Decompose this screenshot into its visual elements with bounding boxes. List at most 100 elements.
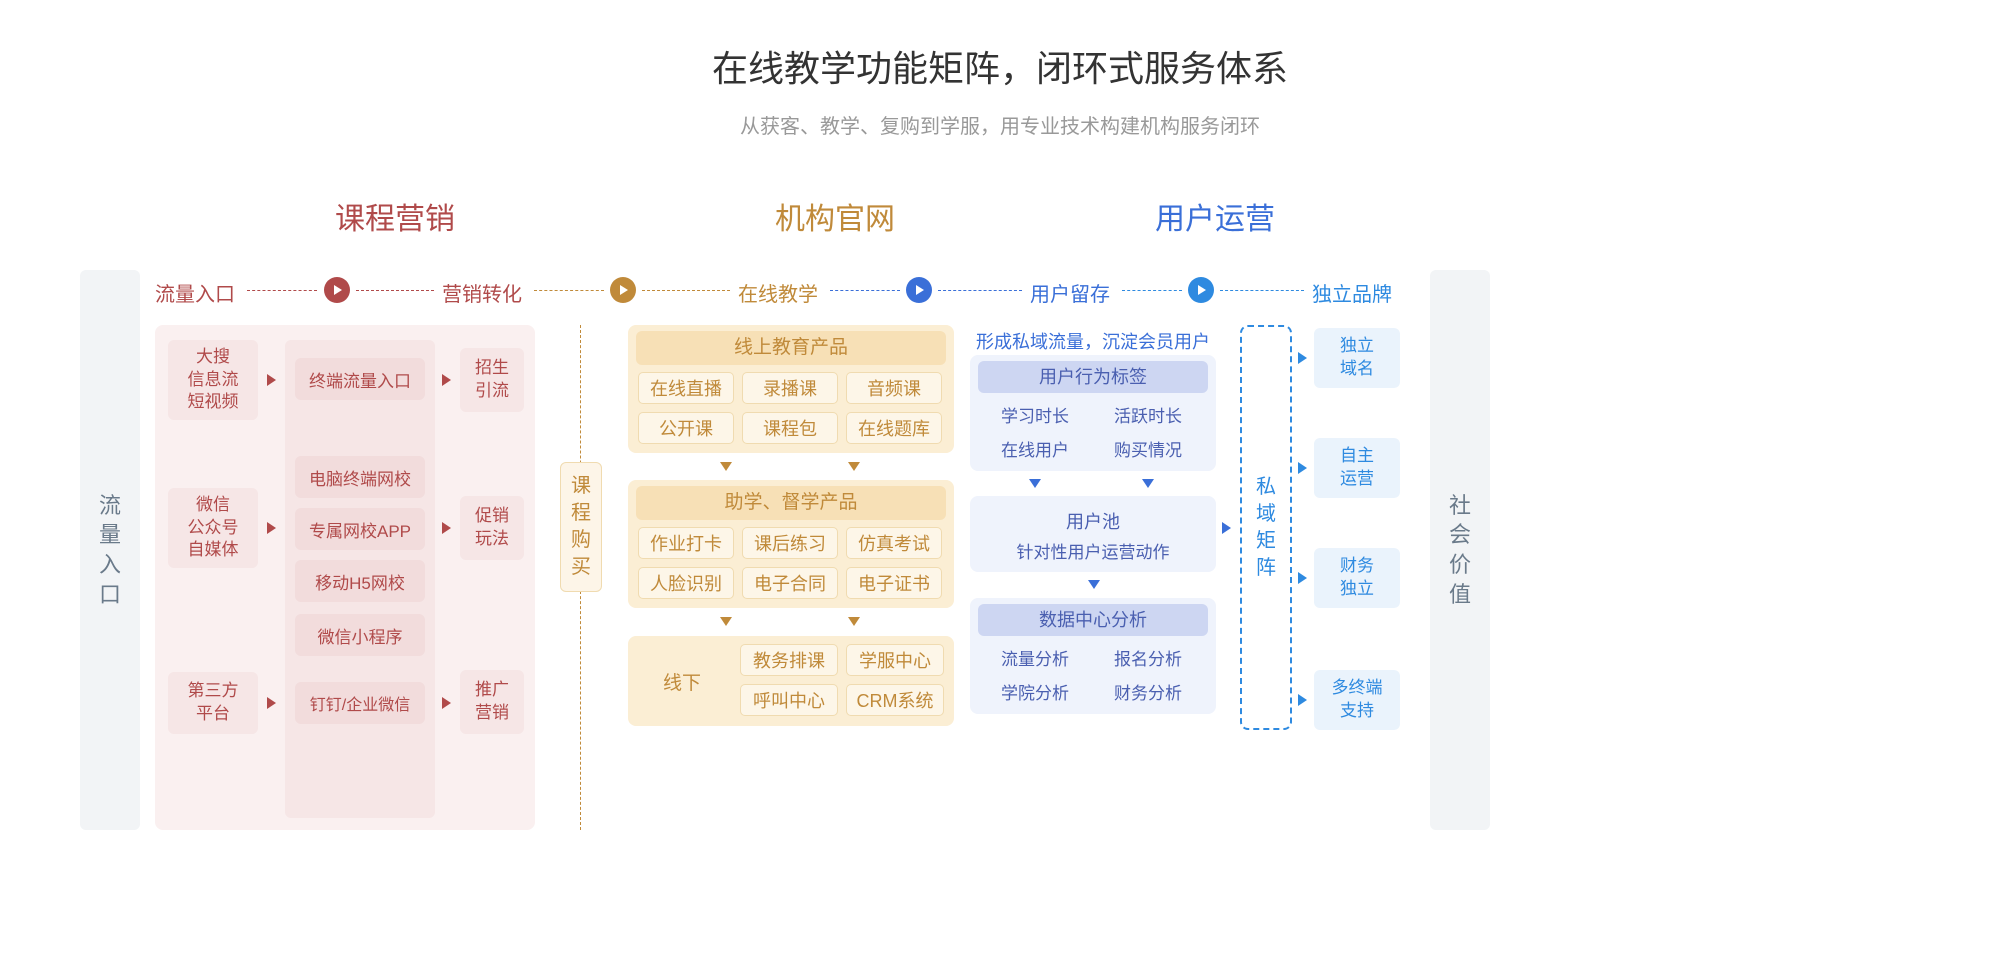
entry-box-2: 第三方 平台 <box>168 672 258 734</box>
rchev-2a <box>1088 580 1100 589</box>
brand-0-text: 独立 域名 <box>1340 335 1374 381</box>
chev-m2 <box>442 697 451 709</box>
t2-2: 仿真考试 <box>846 527 942 559</box>
to-1: 学服中心 <box>846 644 944 676</box>
brand-2: 财务 独立 <box>1314 548 1400 608</box>
to-2: 呼叫中心 <box>740 684 838 716</box>
dash-1a <box>247 290 317 291</box>
entry-box-1: 微信 公众号 自媒体 <box>168 488 258 568</box>
subhead-brand: 独立品牌 <box>1312 278 1392 307</box>
t2-3: 人脸识别 <box>638 567 734 599</box>
t1-0: 在线直播 <box>638 372 734 404</box>
matrix-dashed: 私域矩阵 <box>1240 325 1292 730</box>
tchev-1b <box>848 462 860 471</box>
right-bar: 社会价值 <box>1430 270 1490 830</box>
t1-4: 课程包 <box>742 412 838 444</box>
mid-1: 电脑终端网校 <box>295 456 425 498</box>
right-2: 推广 营销 <box>460 670 524 734</box>
chev-e2 <box>267 697 276 709</box>
t2-1: 课后练习 <box>742 527 838 559</box>
dash-3a <box>830 290 900 291</box>
to-0: 教务排课 <box>740 644 838 676</box>
entry-1-text: 微信 公众号 自媒体 <box>188 494 239 563</box>
t2-4: 电子合同 <box>742 567 838 599</box>
play-icon-1 <box>324 277 350 303</box>
teach-group2-hdr: 助学、督学产品 <box>636 486 946 520</box>
dash-4b <box>1220 290 1304 291</box>
subhead-teaching: 在线教学 <box>738 278 818 307</box>
retention-caption: 形成私域流量，沉淀会员用户 <box>968 328 1218 354</box>
chev-b1 <box>1298 462 1307 474</box>
right-bar-label: 社 <box>1449 491 1471 521</box>
purchase-box: 课程购买 <box>560 462 602 592</box>
subhead-retention: 用户留存 <box>1030 278 1110 307</box>
right-0-text: 招生 引流 <box>475 357 509 403</box>
t1-3: 公开课 <box>638 412 734 444</box>
chev-m1 <box>442 522 451 534</box>
chev-b0 <box>1298 352 1307 364</box>
right-1: 促销 玩法 <box>460 496 524 560</box>
page-title: 在线教学功能矩阵，闭环式服务体系 <box>0 40 2000 92</box>
mid-3: 移动H5网校 <box>295 560 425 602</box>
subhead-traffic: 流量入口 <box>155 278 235 307</box>
pool-2: 针对性用户运营动作 <box>970 538 1216 563</box>
t2-5: 电子证书 <box>846 567 942 599</box>
tchev-1a <box>720 462 732 471</box>
brand-1-text: 自主 运营 <box>1340 445 1374 491</box>
play-icon-3 <box>906 277 932 303</box>
ret-group2-hdr: 数据中心分析 <box>978 604 1208 636</box>
t1-2: 音频课 <box>846 372 942 404</box>
entry-0-text: 大搜 信息流 短视频 <box>188 346 239 415</box>
brand-2-text: 财务 独立 <box>1340 555 1374 601</box>
mid-4: 微信小程序 <box>295 614 425 656</box>
chev-m0 <box>442 374 451 386</box>
brand-3-text: 多终端 支持 <box>1332 677 1383 723</box>
mid-0: 终端流量入口 <box>295 358 425 400</box>
brand-0: 独立 域名 <box>1314 328 1400 388</box>
play-icon-2 <box>610 277 636 303</box>
chev-b3 <box>1298 694 1307 706</box>
chev-b2 <box>1298 572 1307 584</box>
page-subtitle: 从获客、教学、复购到学服，用专业技术构建机构服务闭环 <box>0 110 2000 139</box>
rchev-1a <box>1029 479 1041 488</box>
mid-5: 钉钉/企业微信 <box>295 682 425 724</box>
ret-group1-hdr: 用户行为标签 <box>978 361 1208 393</box>
section-website: 机构官网 <box>700 194 970 238</box>
dash-1b <box>356 290 434 291</box>
r2-3: 财务分析 <box>1098 679 1198 704</box>
left-bar: 流量入口 <box>80 270 140 830</box>
r1-3: 购买情况 <box>1098 436 1198 461</box>
dash-3b <box>938 290 1022 291</box>
r1-2: 在线用户 <box>985 436 1085 461</box>
dash-2b <box>642 290 730 291</box>
left-bar-label: 流 <box>99 491 121 521</box>
pool-1: 用户池 <box>970 508 1216 534</box>
dash-4a <box>1122 290 1182 291</box>
t2-0: 作业打卡 <box>638 527 734 559</box>
tchev-2a <box>720 617 732 626</box>
r2-2: 学院分析 <box>985 679 1085 704</box>
right-0: 招生 引流 <box>460 348 524 412</box>
entry-box-0: 大搜 信息流 短视频 <box>168 340 258 420</box>
tchev-2b <box>848 617 860 626</box>
right-1-text: 促销 玩法 <box>475 505 509 551</box>
t1-1: 录播课 <box>742 372 838 404</box>
section-marketing: 课程营销 <box>260 194 530 238</box>
r1-1: 活跃时长 <box>1098 402 1198 427</box>
teach-group1-hdr: 线上教育产品 <box>636 331 946 365</box>
play-icon-4 <box>1188 277 1214 303</box>
to-3: CRM系统 <box>846 684 944 716</box>
section-ops: 用户运营 <box>1080 194 1350 238</box>
subhead-convert: 营销转化 <box>442 278 522 307</box>
brand-3: 多终端 支持 <box>1314 670 1400 730</box>
right-2-text: 推广 营销 <box>475 679 509 725</box>
chev-e0 <box>267 374 276 386</box>
r2-0: 流量分析 <box>985 645 1085 670</box>
r1-0: 学习时长 <box>985 402 1085 427</box>
t1-5: 在线题库 <box>846 412 942 444</box>
chev-to-matrix <box>1222 522 1231 534</box>
r2-1: 报名分析 <box>1098 645 1198 670</box>
dash-2a <box>534 290 604 291</box>
brand-1: 自主 运营 <box>1314 438 1400 498</box>
mid-2: 专属网校APP <box>295 508 425 550</box>
